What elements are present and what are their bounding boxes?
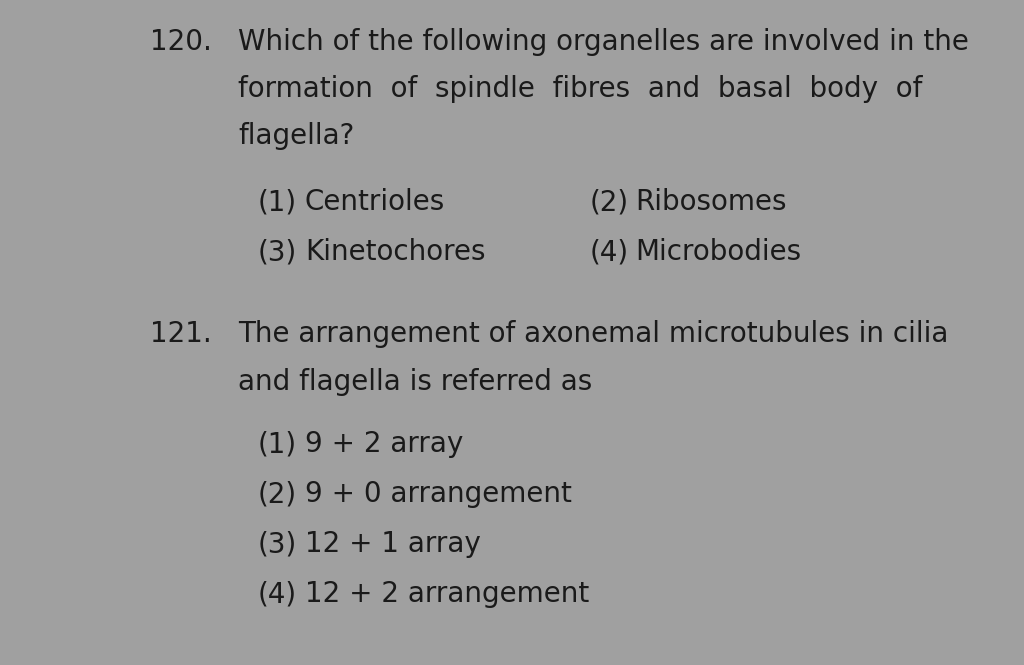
Text: 9 + 0 arrangement: 9 + 0 arrangement bbox=[305, 480, 571, 508]
Text: formation  of  spindle  fibres  and  basal  body  of: formation of spindle fibres and basal bo… bbox=[238, 75, 923, 103]
Text: (1): (1) bbox=[258, 430, 297, 458]
Text: Which of the following organelles are involved in the: Which of the following organelles are in… bbox=[238, 28, 969, 56]
Text: 121.: 121. bbox=[150, 320, 212, 348]
Text: (3): (3) bbox=[258, 530, 297, 558]
Text: 12 + 2 arrangement: 12 + 2 arrangement bbox=[305, 580, 589, 608]
Text: (3): (3) bbox=[258, 238, 297, 266]
Text: (2): (2) bbox=[590, 188, 629, 216]
Text: flagella?: flagella? bbox=[238, 122, 354, 150]
Text: (1): (1) bbox=[258, 188, 297, 216]
Text: and flagella is referred as: and flagella is referred as bbox=[238, 368, 592, 396]
Text: (4): (4) bbox=[590, 238, 629, 266]
Text: The arrangement of axonemal microtubules in cilia: The arrangement of axonemal microtubules… bbox=[238, 320, 948, 348]
Text: (2): (2) bbox=[258, 480, 297, 508]
Text: Ribosomes: Ribosomes bbox=[635, 188, 786, 216]
Text: Kinetochores: Kinetochores bbox=[305, 238, 485, 266]
Text: 9 + 2 array: 9 + 2 array bbox=[305, 430, 463, 458]
Text: 120.: 120. bbox=[150, 28, 212, 56]
Text: (4): (4) bbox=[258, 580, 297, 608]
Text: 12 + 1 array: 12 + 1 array bbox=[305, 530, 480, 558]
Text: Microbodies: Microbodies bbox=[635, 238, 801, 266]
Text: Centrioles: Centrioles bbox=[305, 188, 445, 216]
